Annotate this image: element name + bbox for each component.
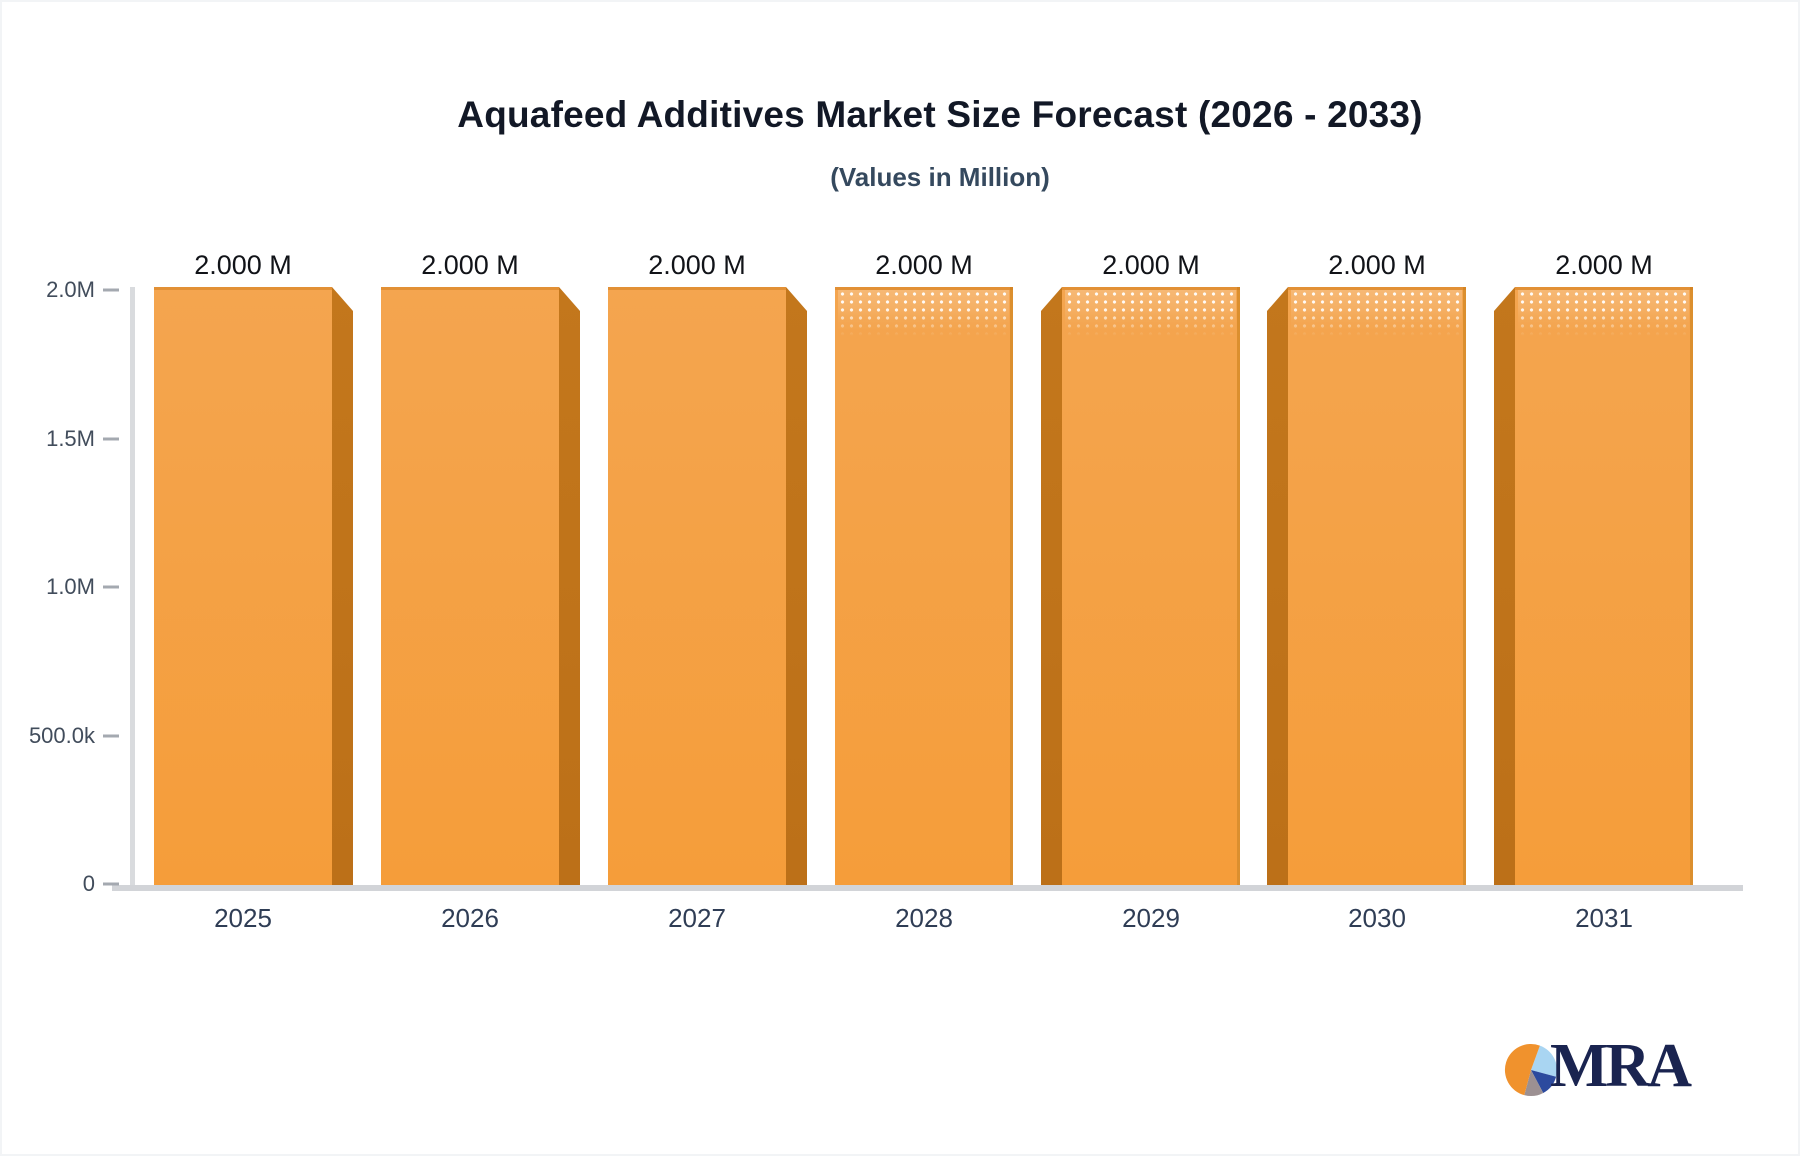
bar-top-dots	[838, 290, 1009, 336]
pie-slice-gray	[1524, 1070, 1544, 1096]
bar-bevel	[1494, 287, 1515, 885]
y-tick-dash	[103, 437, 119, 440]
pie-icon	[1504, 1043, 1557, 1096]
y-tick-label: 1.5M	[46, 425, 95, 451]
bar-face	[1515, 287, 1693, 885]
bar[interactable]	[835, 287, 1013, 885]
bar[interactable]	[154, 287, 353, 885]
bar-face	[381, 287, 559, 885]
x-tick-label: 2026	[441, 903, 499, 933]
bar-top-dots	[1291, 290, 1462, 336]
bar-face	[154, 287, 332, 885]
pie-slice-lightblue	[1531, 1045, 1557, 1077]
pie-slice-orange	[1504, 1043, 1540, 1096]
x-axis-line	[112, 885, 1743, 891]
bar[interactable]	[1494, 287, 1693, 885]
bar[interactable]	[1267, 287, 1466, 885]
bar-bevel	[786, 287, 807, 885]
bar[interactable]	[381, 287, 580, 885]
bar-value-label: 2.000 M	[421, 250, 519, 280]
y-tick-dash	[103, 585, 119, 589]
bar-value-label: 2.000 M	[1102, 250, 1200, 280]
x-tick-label: 2029	[1122, 903, 1180, 933]
y-tick-label: 500.0k	[28, 722, 95, 748]
bar-face	[835, 287, 1013, 885]
x-tick-label: 2027	[668, 903, 726, 933]
x-tick-label: 2025	[214, 903, 272, 933]
x-tick-label: 2031	[1575, 903, 1633, 933]
bar-value-label: 2.000 M	[875, 250, 973, 280]
chart-subtitle: (Values in Million)	[830, 162, 1050, 192]
y-tick-label: 1.0M	[46, 574, 95, 599]
chart-title: Aquafeed Additives Market Size Forecast …	[457, 94, 1423, 135]
bar-bevel	[559, 287, 580, 885]
y-tick-label: 0	[82, 871, 95, 896]
bar-face	[1062, 287, 1240, 885]
y-axis-line	[130, 287, 135, 888]
bar-bevel	[1267, 287, 1288, 885]
bar-bevel	[332, 287, 353, 885]
bar-top-dots	[1518, 290, 1689, 336]
bar-bevel	[1041, 287, 1062, 885]
bar-value-label: 2.000 M	[1555, 250, 1653, 280]
brand-text: MRA	[1550, 1032, 1692, 1100]
y-tick-dash	[103, 734, 119, 737]
pie-slice-navy	[1531, 1070, 1557, 1093]
bar-face	[608, 287, 786, 885]
x-tick-label: 2030	[1348, 903, 1406, 933]
bar[interactable]	[1041, 287, 1240, 885]
bar-face	[1288, 287, 1466, 885]
bar[interactable]	[608, 287, 807, 885]
y-tick-label: 2.0M	[46, 277, 95, 302]
bar-value-label: 2.000 M	[1328, 250, 1426, 280]
x-tick-label: 2028	[895, 903, 953, 933]
bar-value-label: 2.000 M	[648, 250, 746, 280]
bar-value-label: 2.000 M	[194, 250, 292, 280]
y-tick-dash	[103, 288, 119, 292]
y-tick-dash	[103, 882, 119, 886]
bar-top-dots	[1065, 290, 1236, 336]
brand-logo: MRA	[1504, 1032, 1764, 1106]
